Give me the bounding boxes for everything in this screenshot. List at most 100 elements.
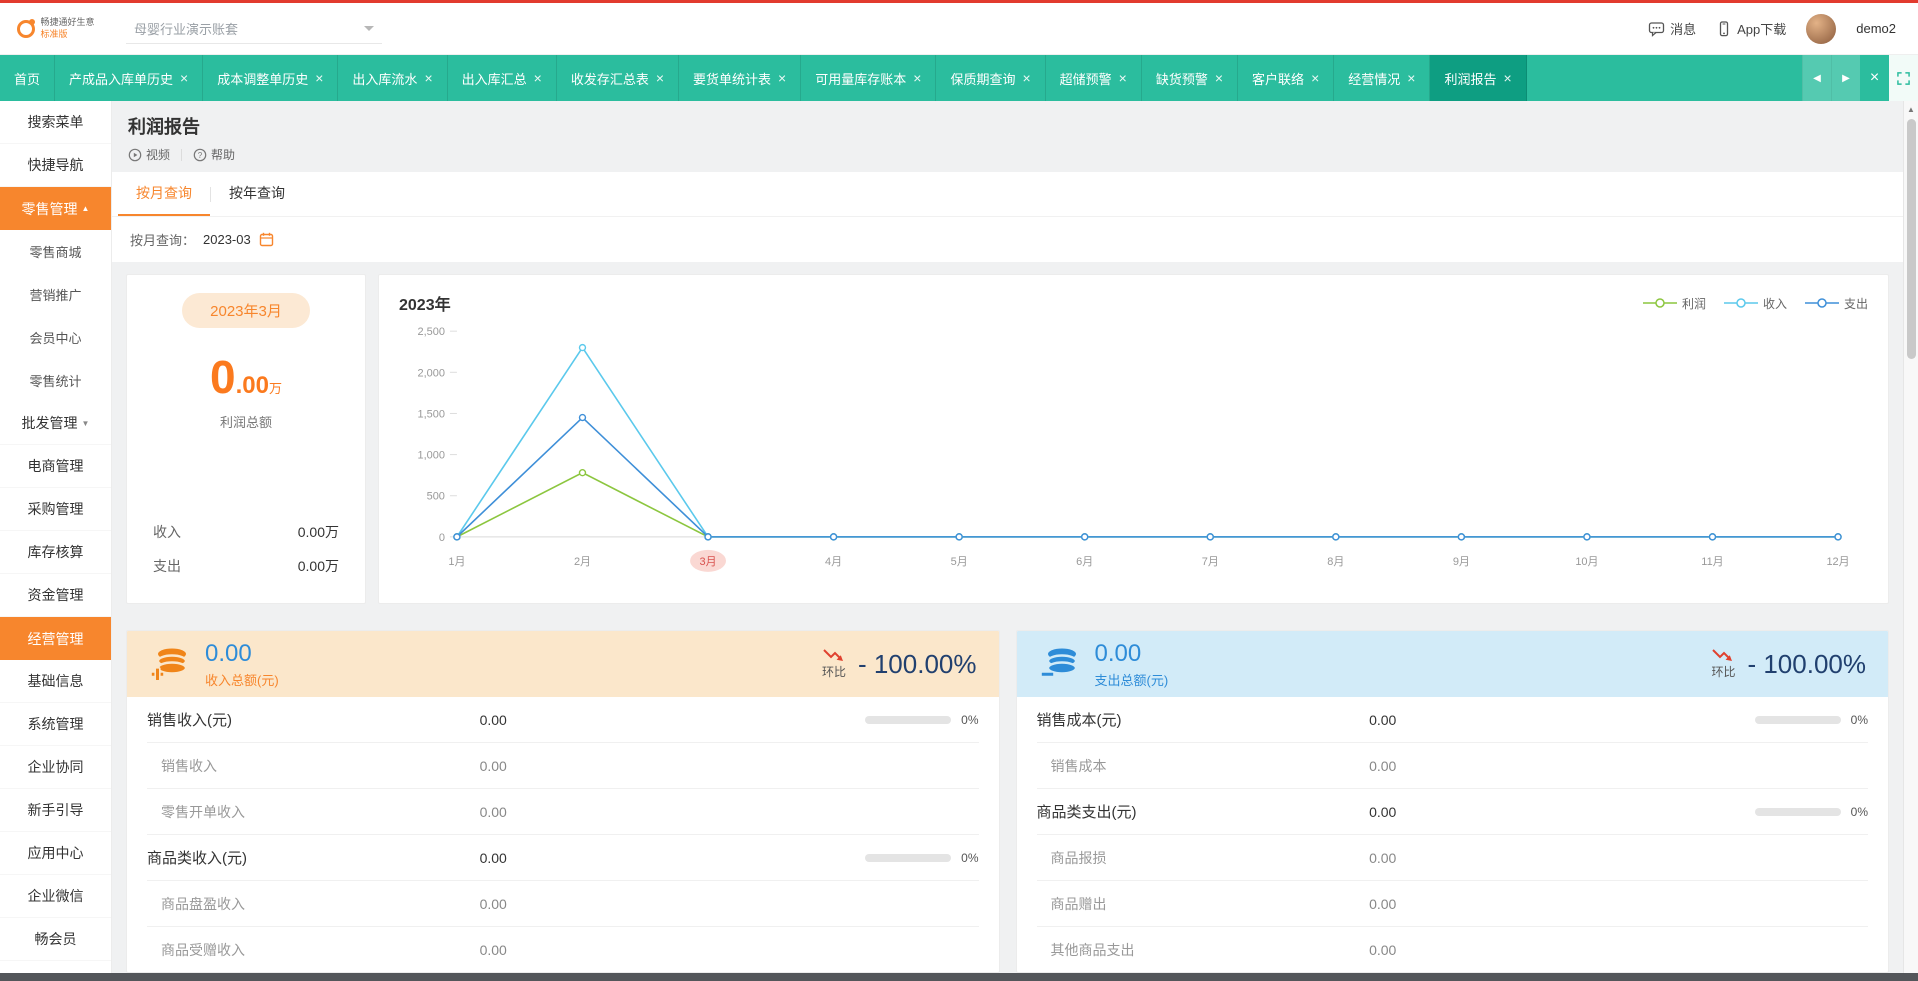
divider: [181, 148, 183, 161]
tab-首页[interactable]: 首页: [0, 55, 56, 101]
legend-item-收入[interactable]: 收入: [1723, 295, 1787, 312]
legend-item-利润[interactable]: 利润: [1642, 295, 1706, 312]
tab-缺货预警[interactable]: 缺货预警 ×: [1142, 55, 1239, 101]
income-label: 收入: [153, 524, 181, 540]
tab-close-icon[interactable]: ×: [1311, 70, 1320, 86]
user-avatar[interactable]: [1806, 13, 1837, 44]
legend-item-支出[interactable]: 支出: [1804, 295, 1868, 312]
summary-rows: 收入 0.00万 支出 0.00万: [127, 515, 365, 593]
tabs-scroll-right-button[interactable]: ▶: [1831, 55, 1860, 101]
vertical-scrollbar[interactable]: ▲: [1903, 101, 1918, 973]
tab-yearly-query[interactable]: 按年查询: [229, 185, 285, 201]
tab-close-icon[interactable]: ×: [1407, 70, 1416, 86]
tab-出入库流水[interactable]: 出入库流水 ×: [338, 55, 448, 101]
sidebar-item-营销推广[interactable]: 营销推广: [0, 273, 111, 316]
sidebar-item-批发管理[interactable]: 批发管理 ▼: [0, 402, 111, 445]
sidebar-item-零售管理[interactable]: 零售管理 ▲: [0, 187, 111, 230]
tab-close-icon[interactable]: ×: [655, 70, 665, 86]
tab-label: 可用量库存账本: [815, 71, 907, 87]
tab-close-icon[interactable]: ×: [913, 70, 922, 86]
tab-经营情况[interactable]: 经营情况 ×: [1334, 55, 1431, 101]
tab-close-icon[interactable]: ×: [1503, 70, 1512, 86]
scrollbar-handle[interactable]: [1906, 119, 1916, 359]
topbar: 畅捷通好生意 标准版 母婴行业演示账套 消息: [0, 3, 1918, 55]
stat-row-progress: 0%: [1718, 805, 1868, 819]
amount-unit: 万: [268, 381, 282, 396]
legend-marker: [1723, 298, 1758, 308]
scrollbar-up-arrow[interactable]: ▲: [1907, 104, 1915, 114]
sidebar-item-电商管理[interactable]: 电商管理: [0, 445, 111, 488]
sidebar-item-采购管理[interactable]: 采购管理: [0, 488, 111, 531]
stat-row: 商品类收入(元) 0.00 0%: [147, 835, 979, 881]
sidebar-item-快捷导航[interactable]: 快捷导航: [0, 144, 111, 187]
tab-可用量库存账本[interactable]: 可用量库存账本 ×: [801, 55, 937, 101]
help-link[interactable]: ? 帮助: [193, 146, 235, 163]
chart-title: 2023年: [399, 297, 451, 314]
sidebar-item-企业协同[interactable]: 企业协同: [0, 746, 111, 789]
tab-收发存汇总表[interactable]: 收发存汇总表 ×: [557, 55, 680, 101]
video-link[interactable]: 视频: [128, 146, 170, 163]
chevron-down-icon: ▼: [81, 418, 90, 428]
sidebar-item-零售统计[interactable]: 零售统计: [0, 359, 111, 402]
sidebar-item-零售商城[interactable]: 零售商城: [0, 230, 111, 273]
chart-header: 2023年 利润 收入 支出: [399, 291, 1868, 315]
tab-label: 收发存汇总表: [570, 71, 649, 87]
filter-row: 按月查询： 2023-03: [112, 216, 1903, 262]
sidebar-item-新手引导[interactable]: 新手引导: [0, 789, 111, 832]
tab-成本调整单历史[interactable]: 成本调整单历史 ×: [203, 55, 339, 101]
tab-close-icon[interactable]: ×: [1022, 70, 1031, 86]
tab-monthly-query[interactable]: 按月查询: [118, 172, 210, 216]
sidebar-item-资金管理[interactable]: 资金管理: [0, 574, 111, 617]
tab-close-icon[interactable]: ×: [180, 70, 189, 86]
sidebar-item-经营管理[interactable]: 经营管理: [0, 617, 111, 660]
tab-产成品入库单历史[interactable]: 产成品入库单历史 ×: [55, 55, 204, 101]
tab-close-icon[interactable]: ×: [1214, 70, 1224, 86]
profit-total-caption: 利润总额: [219, 415, 272, 430]
tab-close-icon[interactable]: ×: [778, 70, 787, 86]
sidebar-item-会员中心[interactable]: 会员中心: [0, 316, 111, 359]
stat-row-value: 0.00: [1369, 849, 1397, 866]
sidebar-item-系统管理[interactable]: 系统管理: [0, 703, 111, 746]
sidebar-item-企业微信[interactable]: 企业微信: [0, 875, 111, 918]
tab-close-icon[interactable]: ×: [424, 70, 433, 86]
stat-row-progress: 0%: [1718, 713, 1868, 727]
sidebar-item-畅会员[interactable]: 畅会员: [0, 918, 111, 961]
tab-close-icon[interactable]: ×: [315, 70, 324, 86]
tab-利润报告[interactable]: 利润报告 ×: [1430, 55, 1527, 101]
stat-row-value: 0.00: [479, 849, 507, 866]
account-select[interactable]: 母婴行业演示账套: [126, 14, 382, 44]
svg-text:2月: 2月: [574, 556, 591, 568]
svg-text:8月: 8月: [1327, 556, 1344, 568]
tabs-close-all-button[interactable]: ×: [1869, 69, 1880, 86]
progress-bar: [865, 715, 952, 724]
tabs-scroll-left-button[interactable]: ◀: [1802, 55, 1831, 101]
filter-label: 按月查询：: [130, 233, 196, 248]
help-link-label: 帮助: [211, 148, 236, 162]
top-cards-row: 2023年3月 0.00万 利润总额 收入 0.00万 支出 0.00万: [126, 274, 1889, 604]
stat-row-label: 商品盘盈收入: [161, 895, 245, 912]
sidebar-item-label: 零售管理: [21, 200, 78, 217]
sidebar-item-搜索菜单[interactable]: 搜索菜单: [0, 101, 111, 144]
month-filter-value[interactable]: 2023-03: [203, 232, 251, 247]
sidebar-item-库存核算[interactable]: 库存核算: [0, 531, 111, 574]
tab-要货单统计表[interactable]: 要货单统计表 ×: [679, 55, 802, 101]
tab-出入库汇总[interactable]: 出入库汇总 ×: [448, 55, 557, 101]
username[interactable]: demo2: [1856, 21, 1896, 36]
tab-超储预警[interactable]: 超储预警 ×: [1046, 55, 1142, 101]
sidebar-item-基础信息[interactable]: 基础信息: [0, 660, 111, 703]
tab-label: 出入库流水: [352, 71, 418, 87]
tab-客户联络[interactable]: 客户联络 ×: [1238, 55, 1335, 101]
sidebar-item-应用中心[interactable]: 应用中心: [0, 832, 111, 875]
app-download-button[interactable]: App下载: [1716, 19, 1786, 38]
calendar-icon[interactable]: [259, 232, 274, 247]
amount-integer: 0: [210, 351, 236, 403]
tab-保质期查询[interactable]: 保质期查询 ×: [936, 55, 1046, 101]
tab-close-icon[interactable]: ×: [533, 70, 542, 86]
messages-button[interactable]: 消息: [1648, 19, 1696, 38]
sidebar-item-label: 企业协同: [27, 759, 84, 775]
fullscreen-button[interactable]: [1889, 55, 1918, 101]
tab-close-icon[interactable]: ×: [1118, 70, 1127, 86]
svg-text:1,000: 1,000: [417, 450, 444, 462]
sidebar-item-label: 系统管理: [27, 716, 84, 732]
stat-row-label: 零售开单收入: [161, 803, 245, 820]
